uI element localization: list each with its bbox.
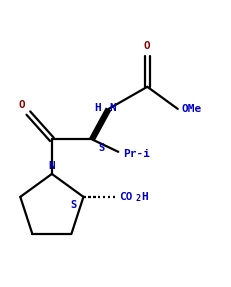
Text: Pr-i: Pr-i [123, 149, 150, 159]
Text: S: S [98, 143, 104, 153]
Text: 2: 2 [135, 194, 140, 203]
Text: H: H [141, 192, 148, 202]
Text: O: O [144, 41, 151, 51]
Text: CO: CO [119, 192, 133, 202]
Text: OMe: OMe [181, 104, 201, 114]
Text: O: O [18, 100, 25, 110]
Text: H: H [94, 102, 101, 113]
Text: S: S [71, 200, 77, 210]
Text: N: N [49, 161, 55, 171]
Text: N: N [109, 102, 116, 113]
